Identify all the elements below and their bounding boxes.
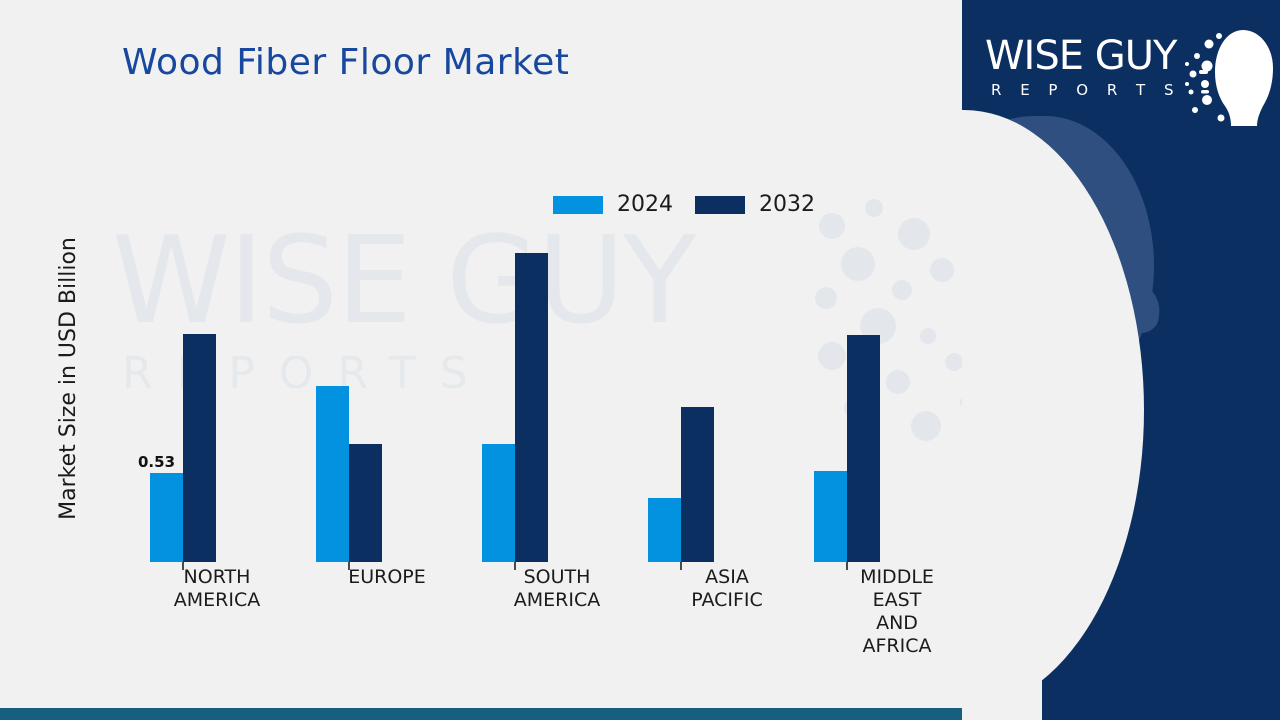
bar-2024[interactable] [482, 444, 515, 562]
x-axis-tick [680, 562, 682, 570]
y-axis-label-text: Market Size in USD Billion [55, 236, 81, 520]
x-axis-label-4: MIDDLE EAST AND AFRICA [860, 566, 934, 657]
x-axis-label-3: ASIA PACIFIC [691, 566, 763, 611]
dotted-head-icon [1185, 30, 1273, 126]
x-axis-labels: NORTH AMERICA EUROPE SOUTH AMERICA ASIA PACIFI… [100, 566, 934, 658]
bar-2024[interactable] [648, 498, 681, 562]
legend-swatch-2032 [695, 195, 745, 214]
bar-group [764, 180, 930, 570]
legend-label-2032: 2032 [759, 192, 815, 217]
brand-logo: WISE GUY R E P O R T S [985, 30, 1273, 126]
chart-legend: 2024 2032 [553, 192, 815, 217]
bar-group [266, 180, 432, 570]
legend-swatch-2024 [553, 195, 603, 214]
bar-2024[interactable] [316, 385, 349, 562]
logo-subtitle: R E P O R T S [991, 81, 1181, 99]
bar-pair [150, 180, 216, 562]
x-axis-label-0: NORTH AMERICA [173, 566, 261, 611]
x-axis-label-2: SOUTH AMERICA [513, 566, 601, 611]
x-axis-label-1: EUROPE [348, 566, 426, 588]
bar-2024[interactable] [814, 471, 847, 562]
bar-2024[interactable] [150, 472, 183, 562]
plot-area: 0.53 [100, 180, 930, 570]
white-bottom-wedge [962, 600, 1042, 720]
x-axis-tick [846, 562, 848, 570]
bar-2032[interactable] [681, 407, 714, 562]
bar-pair [648, 180, 714, 562]
bar-2032[interactable] [349, 444, 382, 562]
bar-pair [316, 180, 382, 562]
x-axis-tick [348, 562, 350, 570]
y-axis-label: Market Size in USD Billion [48, 196, 88, 560]
x-axis-tick [182, 562, 184, 570]
bar-pair [482, 180, 548, 562]
legend-item-2024[interactable]: 2024 [553, 192, 673, 217]
bar-2032[interactable] [847, 335, 880, 562]
bar-group [432, 180, 598, 570]
legend-label-2024: 2024 [617, 192, 673, 217]
logo-wordmark: WISE GUY [985, 33, 1177, 79]
bar-groups: 0.53 [100, 180, 930, 570]
bottom-accent-strip [0, 708, 962, 720]
bar-2032[interactable] [515, 252, 548, 562]
page-title: Wood Fiber Floor Market [122, 42, 570, 83]
x-axis-tick [514, 562, 516, 570]
bar-group [598, 180, 764, 570]
bar-value-label: 0.53 [138, 452, 176, 471]
brand-panel [962, 0, 1280, 720]
bar-pair [814, 180, 880, 562]
bar-group: 0.53 [100, 180, 266, 570]
legend-item-2032[interactable]: 2032 [695, 192, 815, 217]
bar-2032[interactable] [183, 333, 216, 562]
